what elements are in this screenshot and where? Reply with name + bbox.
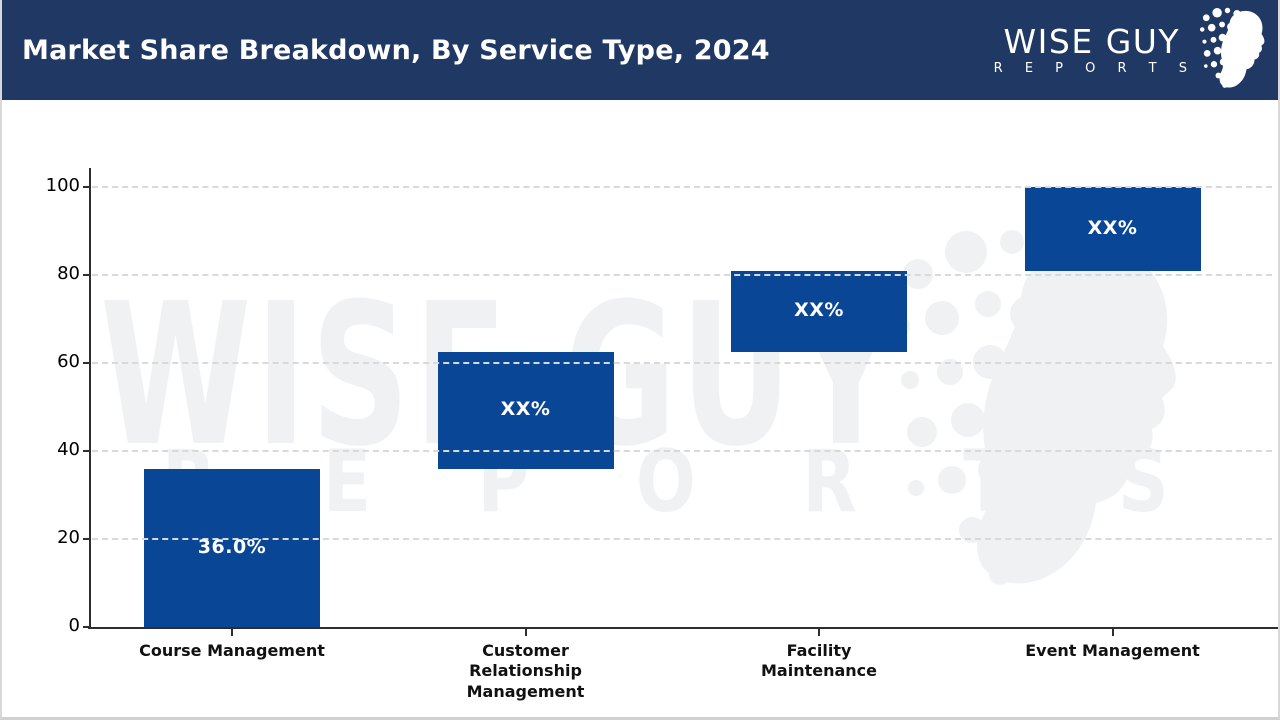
gridline [92, 362, 1272, 365]
gridline [92, 450, 1272, 453]
y-tick-label: 60 [57, 351, 80, 373]
bar-value-label: 36.0% [197, 535, 267, 558]
y-tick-label: 0 [68, 615, 80, 636]
waterfall-bar [1024, 187, 1201, 271]
y-axis-spine [89, 168, 91, 629]
gridline [92, 186, 1272, 189]
waterfall-bar [144, 468, 320, 627]
y-tick-mark [83, 538, 89, 541]
y-tick-mark [83, 450, 89, 453]
y-tick-mark [83, 626, 89, 628]
x-tick-mark [231, 629, 233, 636]
category-label: Customer Relationship Management [466, 641, 585, 701]
waterfall-bar [731, 270, 907, 353]
logo-text: WISE GUY R E P O R T S [988, 25, 1196, 75]
y-tick-label: 80 [57, 263, 80, 285]
y-tick-label: 100 [45, 175, 80, 197]
bar-value-label: XX% [1087, 216, 1138, 239]
logo-subtitle: R E P O R T S [993, 61, 1196, 76]
category-label: Course Management [139, 641, 325, 660]
bar-value-label: XX% [500, 398, 551, 421]
header-band: Market Share Breakdown, By Service Type,… [2, 0, 1278, 100]
waterfall-bar [437, 352, 614, 469]
y-tick-label: 20 [57, 527, 80, 549]
category-label: Event Management [1025, 641, 1200, 660]
gridline [92, 274, 1272, 277]
category-label: Facility Maintenance [760, 641, 877, 681]
y-tick-label: 40 [57, 439, 80, 461]
x-tick-mark [524, 629, 527, 636]
y-tick-mark [83, 274, 89, 277]
y-tick-mark [83, 186, 89, 189]
page-title: Market Share Breakdown, By Service Type,… [22, 34, 770, 66]
gridline [92, 538, 1272, 541]
dotted-head-profile-icon [1199, 7, 1265, 88]
bar-value-label: XX% [794, 299, 844, 322]
y-tick-mark [83, 362, 89, 365]
x-tick-mark [1111, 629, 1114, 636]
wise-guy-logo: WISE GUY R E P O R T S [988, 6, 1278, 94]
logo-wordmark: WISE GUY [1003, 22, 1181, 61]
x-axis-spine [88, 627, 1278, 629]
x-tick-mark [818, 629, 820, 636]
